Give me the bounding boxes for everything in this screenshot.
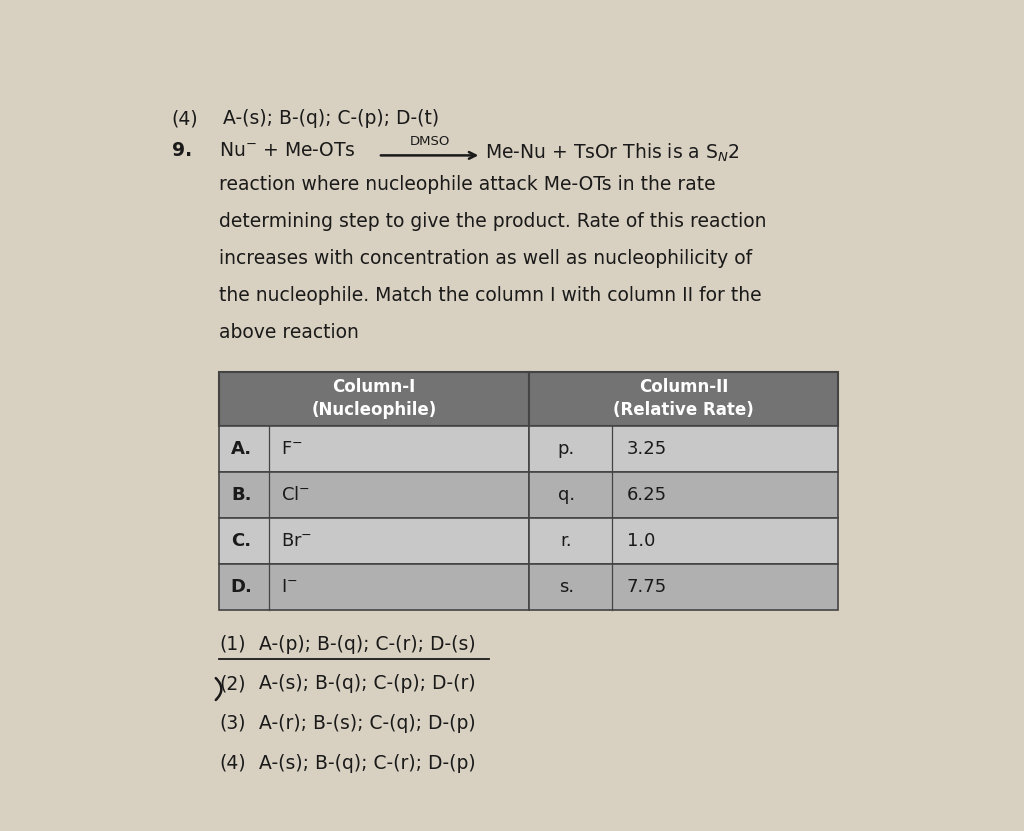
FancyBboxPatch shape [528,371,839,426]
Text: above reaction: above reaction [219,323,359,342]
Text: A-(s); B-(q); C-(p); D-(t): A-(s); B-(q); C-(p); D-(t) [223,110,439,128]
Text: q.: q. [558,486,574,504]
Text: A-(p); B-(q); C-(r); D-(s): A-(p); B-(q); C-(r); D-(s) [259,635,475,654]
Text: (3): (3) [219,714,246,733]
Text: A-(s); B-(q); C-(r); D-(p): A-(s); B-(q); C-(r); D-(p) [259,754,475,773]
Text: s.: s. [559,578,573,597]
Text: Me-Nu + TsOr This is a S$_N$2: Me-Nu + TsOr This is a S$_N$2 [485,141,740,164]
Text: (4): (4) [172,110,199,128]
Text: I$^{-}$: I$^{-}$ [281,578,297,597]
Text: (4): (4) [219,754,246,773]
FancyBboxPatch shape [219,426,528,472]
Text: the nucleophile. Match the column I with column II for the: the nucleophile. Match the column I with… [219,286,762,305]
Text: determining step to give the product. Rate of this reaction: determining step to give the product. Ra… [219,212,767,231]
FancyBboxPatch shape [219,371,528,426]
Text: increases with concentration as well as nucleophilicity of: increases with concentration as well as … [219,248,753,268]
Text: 7.75: 7.75 [627,578,667,597]
FancyBboxPatch shape [219,472,528,519]
Text: Br$^{-}$: Br$^{-}$ [281,532,312,550]
Text: A-(r); B-(s); C-(q); D-(p): A-(r); B-(s); C-(q); D-(p) [259,714,475,733]
Text: Column-I
(Nucleophile): Column-I (Nucleophile) [311,378,436,420]
Text: A-(s); B-(q); C-(p); D-(r): A-(s); B-(q); C-(p); D-(r) [259,674,475,693]
Text: D.: D. [230,578,253,597]
Text: Cl$^{-}$: Cl$^{-}$ [281,486,309,504]
Text: A.: A. [231,440,252,458]
Text: p.: p. [558,440,575,458]
FancyBboxPatch shape [219,519,528,564]
FancyBboxPatch shape [528,426,839,472]
Text: Nu$^{-}$ + Me-OTs: Nu$^{-}$ + Me-OTs [219,141,356,160]
FancyBboxPatch shape [528,564,839,610]
Text: 1.0: 1.0 [627,532,655,550]
Text: C.: C. [231,532,252,550]
Text: 9.: 9. [172,141,191,160]
FancyBboxPatch shape [528,519,839,564]
Text: 3.25: 3.25 [627,440,667,458]
FancyBboxPatch shape [528,472,839,519]
Text: Column-II
(Relative Rate): Column-II (Relative Rate) [613,378,754,420]
Text: DMSO: DMSO [410,135,450,148]
Text: B.: B. [231,486,252,504]
Text: 6.25: 6.25 [627,486,667,504]
Text: r.: r. [560,532,572,550]
Text: F$^{-}$: F$^{-}$ [281,440,302,458]
Text: (2): (2) [219,674,246,693]
FancyBboxPatch shape [219,564,528,610]
Text: reaction where nucleophile attack Me-OTs in the rate: reaction where nucleophile attack Me-OTs… [219,175,716,194]
Text: (1): (1) [219,635,246,654]
